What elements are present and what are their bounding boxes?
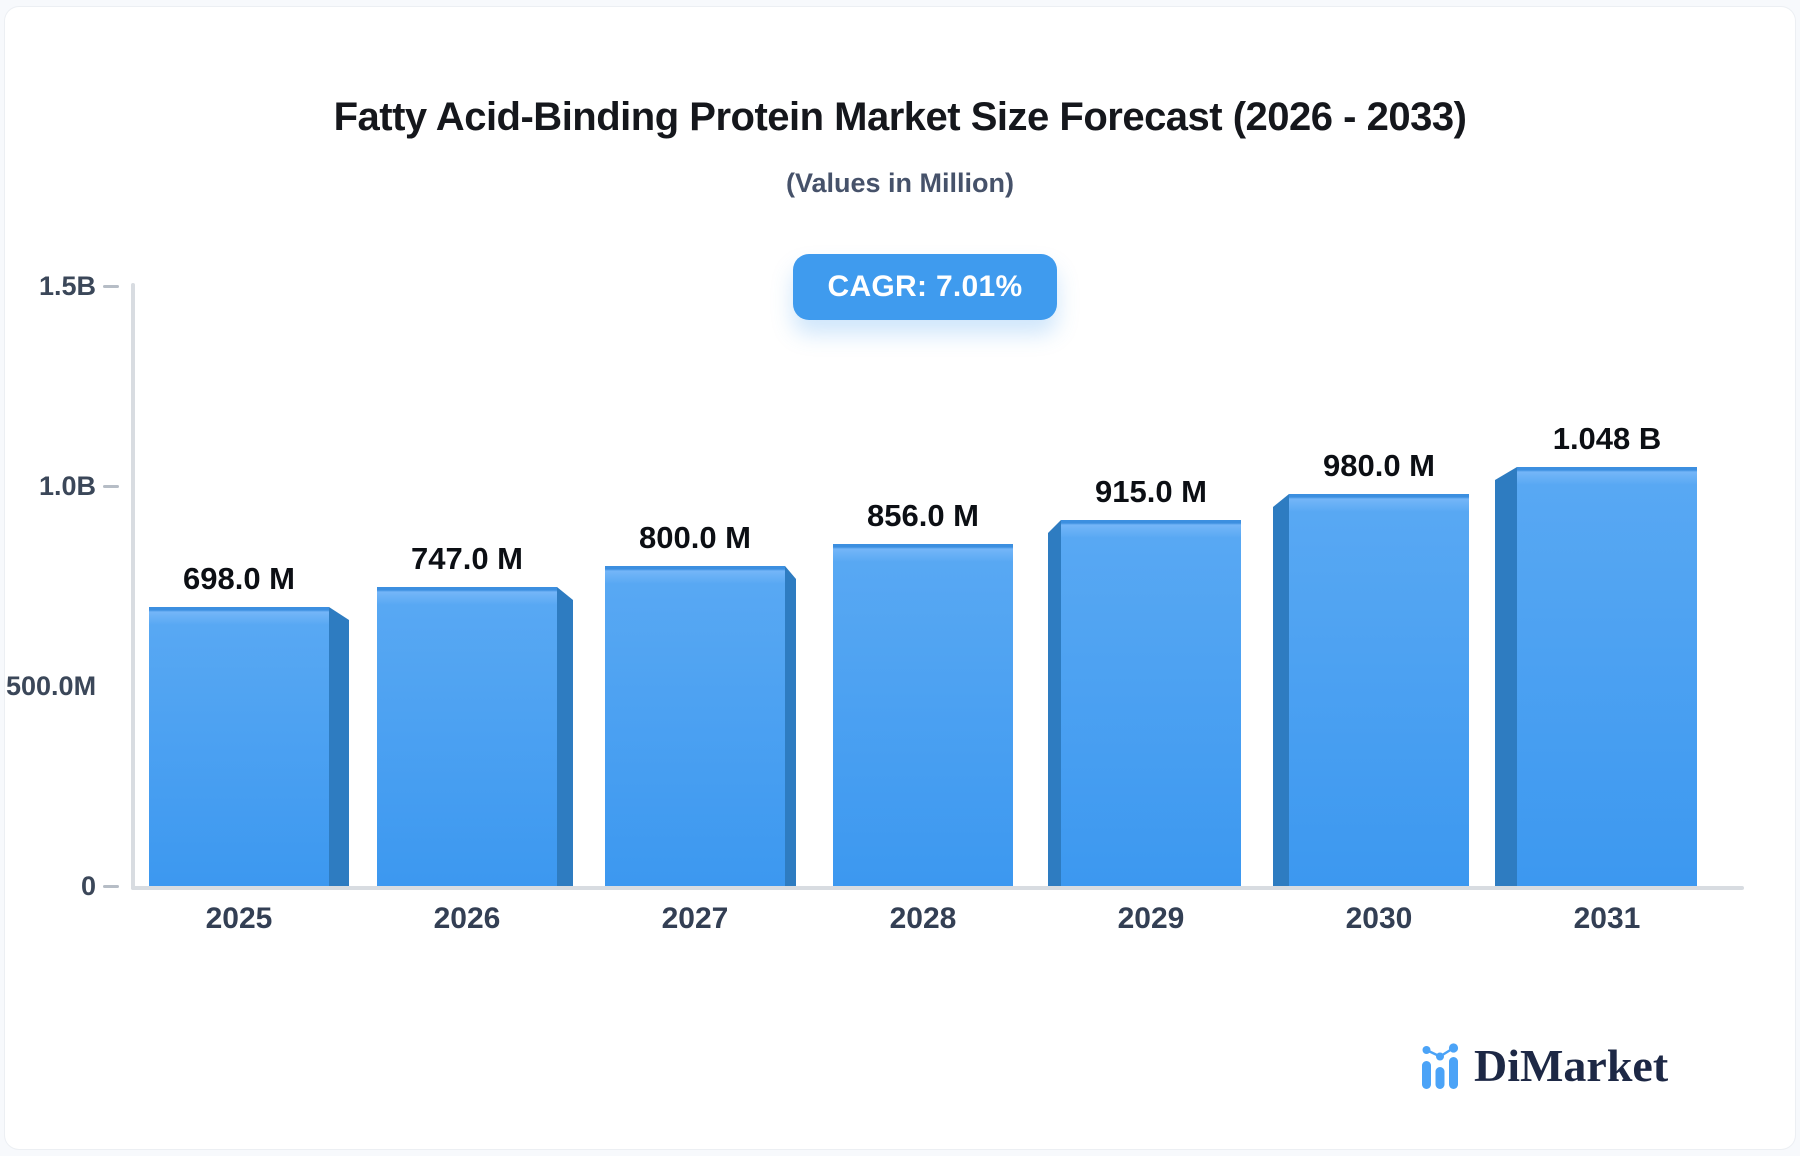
bar-side-face-2030 xyxy=(1273,494,1289,889)
y-tick-label: 500.0M xyxy=(6,671,97,701)
bar-side-face-2027 xyxy=(785,566,796,889)
x-axis-line xyxy=(131,886,1744,890)
y-tick-label: 0 xyxy=(80,871,96,901)
x-axis-label: 2029 xyxy=(1117,902,1185,935)
x-axis-label: 2030 xyxy=(1345,902,1413,935)
x-axis-label: 2026 xyxy=(433,902,501,935)
bar-side-face-2031 xyxy=(1495,467,1517,889)
brand-name: DiMarket xyxy=(1474,1040,1669,1091)
bar-2028 xyxy=(833,544,1013,886)
mini-bar-chart-icon xyxy=(1422,1043,1459,1089)
x-axis-label: 2025 xyxy=(205,902,273,935)
y-tick-label: 1.5B xyxy=(38,271,96,301)
bar-2026 xyxy=(377,587,557,886)
x-axis-label: 2031 xyxy=(1573,902,1641,935)
bar-value-label: 856.0 M xyxy=(866,498,979,533)
bar-2025 xyxy=(149,607,329,886)
y-tick-mark xyxy=(103,885,119,888)
y-tick-mark xyxy=(103,285,119,288)
brand-logo: DiMarket xyxy=(1418,1040,1668,1092)
bar-2031 xyxy=(1517,467,1697,886)
bar-value-label: 915.0 M xyxy=(1094,474,1207,509)
chart-title: Fatty Acid-Binding Protein Market Size F… xyxy=(333,95,1467,139)
bar-2030 xyxy=(1289,494,1469,886)
y-axis-line xyxy=(131,283,135,890)
bar-value-label: 1.048 B xyxy=(1552,421,1662,456)
cagr-badge: CAGR: 7.01% xyxy=(793,254,1057,320)
x-axis-label: 2028 xyxy=(889,902,957,935)
bar-side-face-2029 xyxy=(1048,520,1061,889)
bar-side-face-2025 xyxy=(329,607,349,889)
bar-side-face-2026 xyxy=(557,587,573,889)
y-tick-label: 1.0B xyxy=(38,471,96,501)
bar-value-label: 800.0 M xyxy=(638,520,751,555)
bar-2027 xyxy=(605,566,785,886)
bar-value-label: 698.0 M xyxy=(182,561,295,596)
y-tick-mark xyxy=(103,485,119,488)
chart-subtitle: (Values in Million) xyxy=(785,168,1015,198)
bar-value-label: 980.0 M xyxy=(1322,448,1435,483)
x-axis-label: 2027 xyxy=(661,902,729,935)
bar-value-label: 747.0 M xyxy=(410,541,523,576)
bar-2029 xyxy=(1061,520,1241,886)
